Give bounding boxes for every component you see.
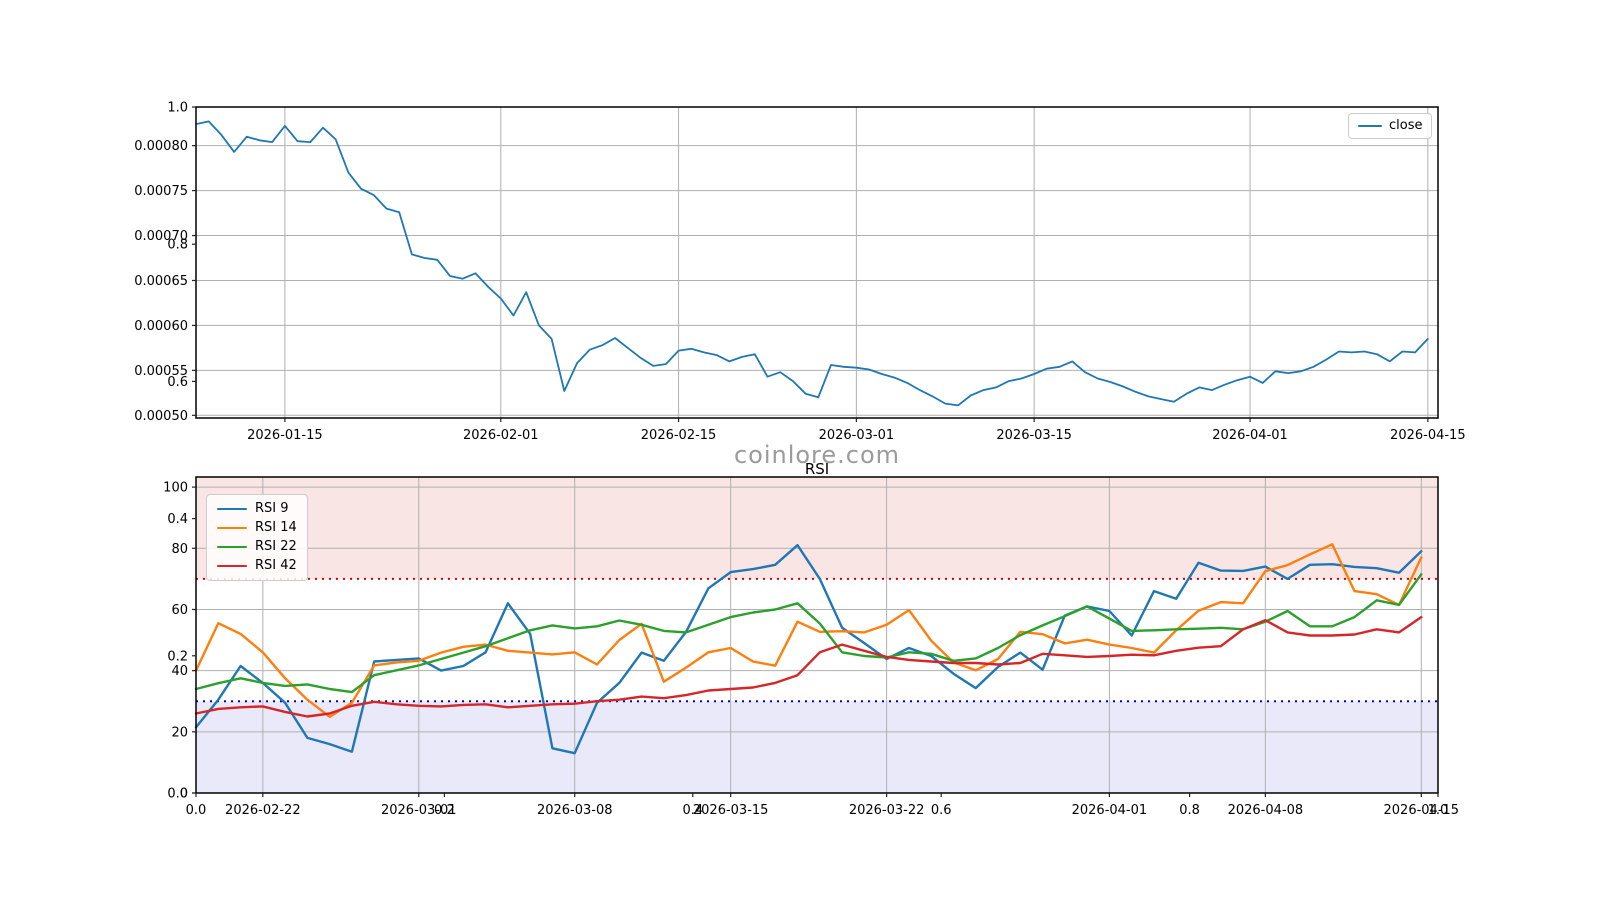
figure-x-tick-label: 0.0 (186, 803, 207, 818)
rsi-9-line (194, 544, 1423, 755)
rsi-22-line (194, 573, 1423, 694)
figure-y-tick-label: 0.0 (167, 787, 188, 802)
close-line-sample (1358, 124, 1382, 128)
legend-label-rsi14: RSI 14 (255, 520, 297, 535)
legend-label-close: close (1389, 118, 1423, 133)
rsi42-line-sample (217, 564, 247, 568)
figure-x-tick-label: 0.4 (682, 803, 703, 818)
rsi-legend: RSI 9 RSI 14 RSI 22 RSI 42 (206, 494, 308, 581)
x-tick-label: 2026-03-01 (819, 428, 895, 443)
rsi-chart-title: RSI (804, 460, 830, 478)
x-tick-label: 2026-02-15 (641, 428, 717, 443)
figure-x-tick-label: 0.6 (931, 803, 952, 818)
y-tick-label: 40 (171, 664, 188, 679)
legend-row: RSI 42 (217, 559, 297, 573)
figure-x-tick-label: 0.2 (434, 803, 455, 818)
figure-x-tick-label: 0.8 (1179, 803, 1200, 818)
rsi9-line-sample (217, 507, 247, 511)
y-tick-label: 0.00075 (134, 184, 188, 199)
close-line (195, 120, 1429, 407)
y-tick-label: 0.00070 (134, 229, 188, 244)
y-tick-label: 20 (171, 725, 188, 740)
y-tick-label: 0.00080 (134, 139, 188, 154)
legend-row: RSI 9 (217, 502, 297, 516)
x-tick-label: 2026-03-08 (537, 803, 613, 818)
y-tick-label: 0.00055 (134, 364, 188, 379)
figure-x-tick-label: 1.0 (1428, 803, 1449, 818)
y-tick-label: 60 (171, 603, 188, 618)
x-tick-label: 2026-02-22 (225, 803, 301, 818)
legend-row: RSI 14 (217, 521, 297, 535)
y-tick-label: 100 (163, 481, 188, 496)
oversold-zone (196, 701, 1438, 793)
y-tick-label: 0.00065 (134, 274, 188, 289)
x-tick-label: 2026-01-15 (247, 428, 323, 443)
figure-y-tick-label: 0.4 (167, 512, 188, 527)
x-tick-label: 2026-03-15 (693, 803, 769, 818)
x-tick-label: 2026-04-15 (1390, 428, 1466, 443)
y-tick-label: 0.00050 (134, 409, 188, 424)
rsi14-line-sample (217, 526, 247, 530)
x-tick-label: 2026-04-08 (1228, 803, 1304, 818)
figure-y-tick-label: 1.0 (167, 101, 188, 116)
x-tick-label: 2026-04-01 (1072, 803, 1148, 818)
legend-row: RSI 22 (217, 540, 297, 554)
rsi-42-line (194, 615, 1423, 718)
axes-frame (195, 476, 1439, 794)
figure-y-tick-label: 0.2 (167, 649, 188, 664)
y-tick-label: 0 (180, 787, 188, 802)
x-tick-label: 2026-04-01 (1212, 428, 1288, 443)
x-tick-label: 2026-04-15 (1384, 803, 1460, 818)
y-tick-label: 0.00060 (134, 319, 188, 334)
rsi22-line-sample (217, 545, 247, 549)
overbought-zone (196, 477, 1438, 579)
watermark: coinlore.com (733, 441, 901, 469)
legend-label-rsi42: RSI 42 (255, 558, 297, 573)
y-tick-label: 80 (171, 542, 188, 557)
x-tick-label: 2026-03-22 (849, 803, 925, 818)
legend-label-rsi22: RSI 22 (255, 539, 297, 554)
x-tick-label: 2026-03-15 (996, 428, 1072, 443)
figure-y-tick-label: 0.8 (167, 238, 188, 253)
x-tick-label: 2026-02-01 (463, 428, 539, 443)
x-tick-label: 2026-03-01 (381, 803, 457, 818)
axes-frame (195, 106, 1439, 419)
legend-label-rsi9: RSI 9 (255, 501, 289, 516)
rsi-14-line (194, 543, 1423, 718)
price-legend: close (1348, 113, 1433, 139)
figure-y-tick-label: 0.6 (167, 375, 188, 390)
